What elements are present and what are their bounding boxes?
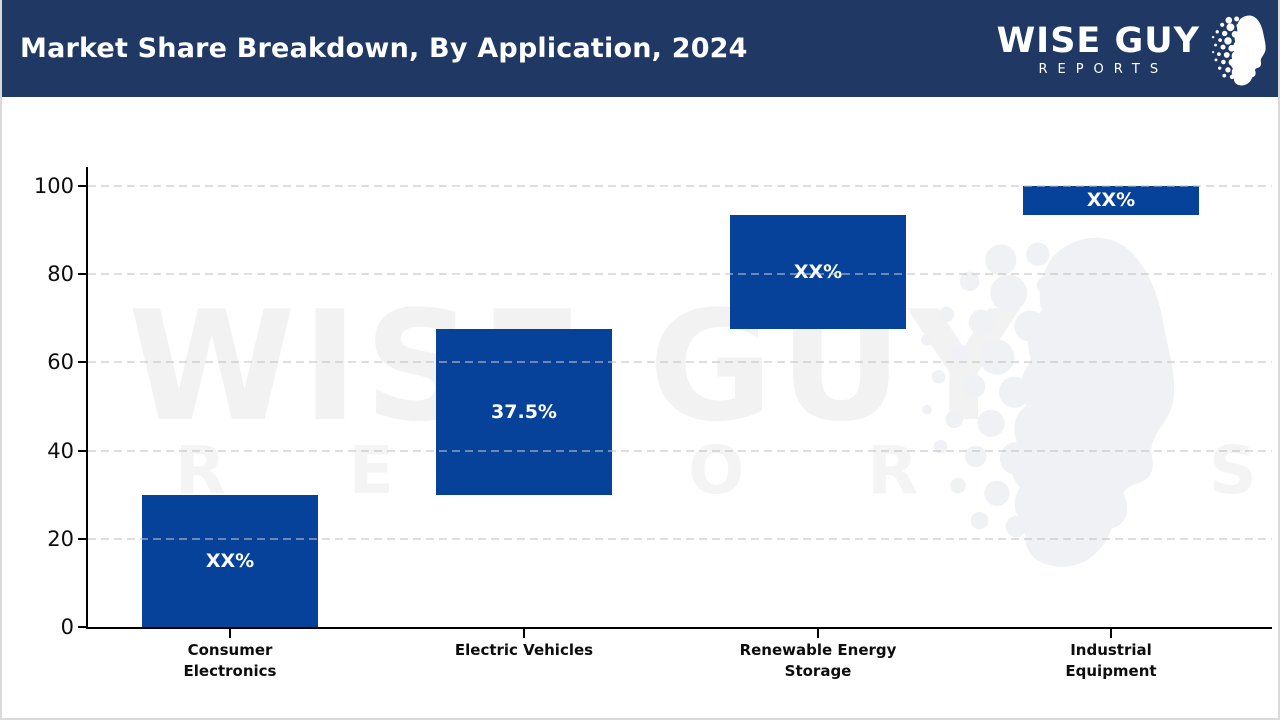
brand-subname: REPORTS: [1038, 61, 1169, 77]
bar-value-label-1: 37.5%: [491, 401, 557, 423]
gridline-100: [88, 185, 1272, 187]
page-title: Market Share Breakdown, By Application, …: [20, 33, 748, 64]
brand-name: WISE GUY: [996, 21, 1200, 62]
bar-3: XX%: [1023, 186, 1199, 215]
gridline-40: [88, 449, 1272, 452]
brand-logo-text: WISE GUY REPORTS: [997, 23, 1200, 77]
gridline-20: [88, 537, 1272, 540]
category-label-0: Consumer Electronics: [183, 641, 277, 681]
gridline-80: [88, 273, 1272, 276]
bar-value-label-2: XX%: [793, 260, 843, 283]
brand-face-icon: [1204, 10, 1266, 90]
category-label-1: Electric Vehicles: [454, 641, 594, 659]
gridline-60: [88, 361, 1272, 364]
y-tick-60: [78, 361, 86, 364]
bar-2: XX%: [730, 214, 906, 330]
y-tick-label-80: 80: [47, 262, 74, 287]
x-tick-0: [229, 629, 231, 638]
bar-0: XX%: [142, 494, 318, 627]
y-tick-40: [78, 449, 86, 452]
category-label-2: Renewable Energy Storage: [739, 641, 897, 681]
y-tick-0: [78, 626, 86, 628]
y-tick-label-20: 20: [47, 526, 74, 551]
y-tick-label-0: 0: [60, 615, 74, 639]
x-tick-1: [523, 629, 525, 638]
x-tick-3: [1110, 629, 1112, 638]
y-tick-80: [78, 273, 86, 276]
x-axis-line: [86, 627, 1272, 629]
bar-value-label-0: XX%: [205, 549, 255, 572]
y-tick-label-100: 100: [33, 174, 74, 198]
x-tick-2: [817, 629, 819, 638]
category-label-3: Industrial Equipment: [1065, 641, 1157, 681]
watermark-face-icon: [880, 225, 1180, 575]
y-axis-line: [86, 167, 88, 629]
y-tick-100: [78, 185, 86, 187]
y-tick-20: [78, 537, 86, 540]
y-tick-label-40: 40: [47, 438, 74, 463]
bar-1: 37.5%: [436, 329, 612, 495]
header-bar: Market Share Breakdown, By Application, …: [0, 0, 1280, 97]
bar-value-label-3: XX%: [1086, 189, 1136, 212]
brand-logo: WISE GUY REPORTS: [997, 6, 1266, 94]
y-tick-label-60: 60: [47, 350, 74, 375]
